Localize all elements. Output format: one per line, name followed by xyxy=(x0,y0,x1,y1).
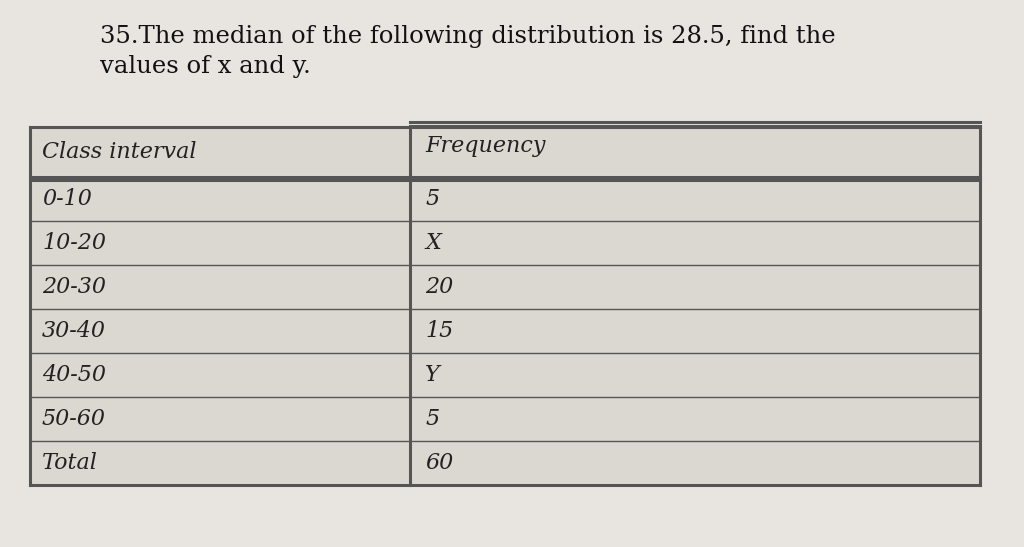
Text: 0-10: 0-10 xyxy=(42,188,92,210)
Text: 50-60: 50-60 xyxy=(42,408,106,430)
Text: Y: Y xyxy=(425,364,439,386)
Text: values of x and y.: values of x and y. xyxy=(100,55,310,79)
Text: Total: Total xyxy=(42,452,98,474)
Text: 15: 15 xyxy=(425,320,454,342)
Bar xyxy=(30,127,980,485)
Text: 30-40: 30-40 xyxy=(42,320,106,342)
Text: 20-30: 20-30 xyxy=(42,276,106,298)
Text: 5: 5 xyxy=(425,408,439,430)
Text: 5: 5 xyxy=(425,188,439,210)
Text: 20: 20 xyxy=(425,276,454,298)
Text: Frequency: Frequency xyxy=(425,135,546,157)
Text: Class interval: Class interval xyxy=(42,141,197,163)
Text: X: X xyxy=(425,232,441,254)
Text: 10-20: 10-20 xyxy=(42,232,106,254)
Text: 35.The median of the following distribution is 28.5, find the: 35.The median of the following distribut… xyxy=(100,26,836,49)
Text: 40-50: 40-50 xyxy=(42,364,106,386)
Text: 60: 60 xyxy=(425,452,454,474)
